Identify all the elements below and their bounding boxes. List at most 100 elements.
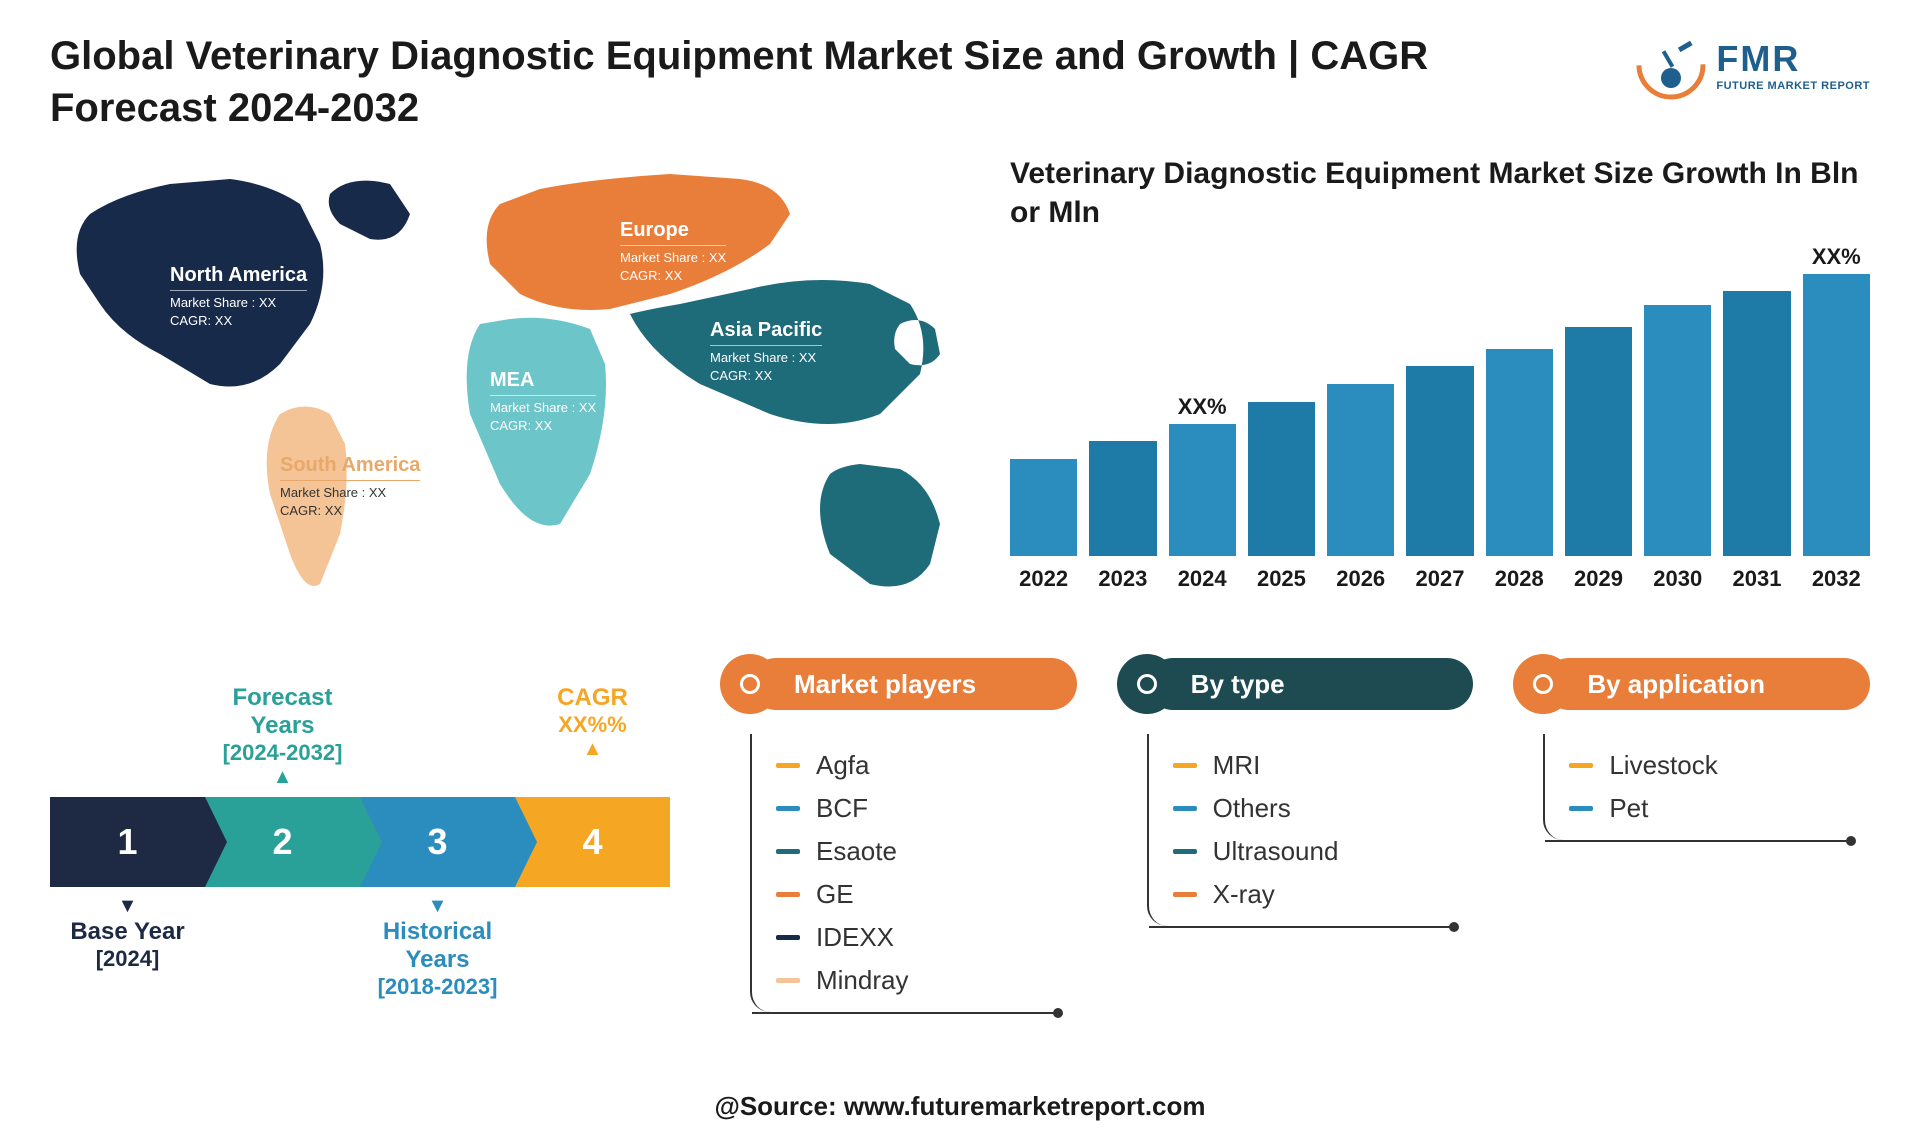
category-item-label: MRI <box>1213 750 1261 781</box>
category-item: Ultrasound <box>1173 830 1474 873</box>
label-sa: South America Market Share : XX CAGR: XX <box>280 454 420 520</box>
bar-year-label: 2023 <box>1098 566 1147 592</box>
bar-year-label: 2029 <box>1574 566 1623 592</box>
chart-title: Veterinary Diagnostic Equipment Market S… <box>1010 154 1870 232</box>
category-item: BCF <box>776 787 1077 830</box>
bar <box>1644 305 1711 556</box>
timeline-labels-top: Forecast Years[2024-2032]▲ CAGRXX%%▲ <box>50 684 670 789</box>
category-item-label: Others <box>1213 793 1291 824</box>
bar-year-label: 2026 <box>1336 566 1385 592</box>
bar-year-label: 2028 <box>1495 566 1544 592</box>
category-item: Esaote <box>776 830 1077 873</box>
category-item-label: BCF <box>816 793 868 824</box>
category-item-label: Livestock <box>1609 750 1717 781</box>
bar-item: 2026 <box>1327 384 1394 592</box>
timeline-segment: 1 <box>50 797 205 887</box>
category-item: Agfa <box>776 744 1077 787</box>
timeline-segment: 3 <box>360 797 515 887</box>
category-item-label: Mindray <box>816 965 908 996</box>
category-item: IDEXX <box>776 916 1077 959</box>
label-ap: Asia Pacific Market Share : XX CAGR: XX <box>710 319 822 385</box>
bar-year-label: 2031 <box>1733 566 1782 592</box>
category-header: By application <box>1513 654 1870 714</box>
category-column: Market players Agfa BCF Esaote GEIDEXX Mindra… <box>720 654 1077 1012</box>
bullet-icon <box>776 892 800 897</box>
bar <box>1565 327 1632 556</box>
category-item: Livestock <box>1569 744 1870 787</box>
category-item-label: Esaote <box>816 836 897 867</box>
bullet-icon <box>776 935 800 940</box>
category-item: Pet <box>1569 787 1870 830</box>
category-item-label: Pet <box>1609 793 1648 824</box>
category-item: GE <box>776 873 1077 916</box>
bar-year-label: 2025 <box>1257 566 1306 592</box>
category-item-label: Agfa <box>816 750 870 781</box>
category-item: X-ray <box>1173 873 1474 916</box>
timeline-label: Forecast Years[2024-2032]▲ <box>205 684 360 789</box>
bar <box>1010 459 1077 556</box>
bar-item: 2024XX% <box>1169 424 1236 592</box>
category-title: By type <box>1147 658 1474 710</box>
bar <box>1723 291 1790 556</box>
category-item: MRI <box>1173 744 1474 787</box>
bar-chart: 202220232024XX%2025202620272028202920302… <box>1010 252 1870 592</box>
bar-item: 2027 <box>1406 366 1473 592</box>
timeline-bar: 1234 <box>50 797 670 887</box>
bar-year-label: 2032 <box>1812 566 1861 592</box>
bullet-icon <box>1569 806 1593 811</box>
timeline-label: ▼Historical Years[2018-2023] <box>360 895 515 1000</box>
bar-item: 2031 <box>1723 291 1790 592</box>
bullet-icon <box>776 763 800 768</box>
bullet-icon <box>1173 849 1197 854</box>
logo-icon <box>1636 30 1706 100</box>
header: Global Veterinary Diagnostic Equipment M… <box>50 30 1870 134</box>
bar-item: 2029 <box>1565 327 1632 592</box>
bar-year-label: 2022 <box>1019 566 1068 592</box>
timeline-segment: 4 <box>515 797 670 887</box>
category-column: By application Livestock Pet <box>1513 654 1870 1012</box>
bullet-icon <box>776 978 800 983</box>
label-mea: MEA Market Share : XX CAGR: XX <box>490 369 596 435</box>
timeline: Forecast Years[2024-2032]▲ CAGRXX%%▲ 1234… <box>50 654 670 1012</box>
category-list: Agfa BCF Esaote GEIDEXX Mindray <box>750 734 1077 1012</box>
top-row: North America Market Share : XX CAGR: XX… <box>50 154 1870 614</box>
bar-item: 2025 <box>1248 402 1315 592</box>
bar-item: 2022 <box>1010 459 1077 592</box>
bar <box>1803 274 1870 556</box>
bottom-row: Forecast Years[2024-2032]▲ CAGRXX%%▲ 1234… <box>50 654 1870 1012</box>
page-title: Global Veterinary Diagnostic Equipment M… <box>50 30 1450 134</box>
timeline-label: CAGRXX%%▲ <box>515 684 670 789</box>
bullet-icon <box>776 806 800 811</box>
bar-item: 2032XX% <box>1803 274 1870 592</box>
category-circle-icon <box>1117 654 1177 714</box>
bullet-icon <box>1173 892 1197 897</box>
bar-item: 2028 <box>1486 349 1553 592</box>
bar-year-label: 2024 <box>1178 566 1227 592</box>
bar <box>1089 441 1156 556</box>
bar <box>1327 384 1394 556</box>
bar-item: 2030 <box>1644 305 1711 592</box>
label-eu: Europe Market Share : XX CAGR: XX <box>620 219 726 285</box>
bar-annotation: XX% <box>1812 244 1861 270</box>
category-title: By application <box>1543 658 1870 710</box>
bar-item: 2023 <box>1089 441 1156 592</box>
bar <box>1248 402 1315 556</box>
bar <box>1406 366 1473 556</box>
bar-year-label: 2030 <box>1653 566 1702 592</box>
bar <box>1169 424 1236 556</box>
timeline-labels-bottom: ▼Base Year[2024] ▼Historical Years[2018-2… <box>50 895 670 1000</box>
category-item-label: Ultrasound <box>1213 836 1339 867</box>
category-circle-icon <box>720 654 780 714</box>
source-attribution: @Source: www.futuremarketreport.com <box>714 1091 1205 1122</box>
bar-annotation: XX% <box>1178 394 1227 420</box>
category-circle-icon <box>1513 654 1573 714</box>
category-title: Market players <box>750 658 1077 710</box>
logo-sub: FUTURE MARKET REPORT <box>1716 80 1870 92</box>
bullet-icon <box>776 849 800 854</box>
bar-year-label: 2027 <box>1415 566 1464 592</box>
category-section: Market players Agfa BCF Esaote GEIDEXX Mindra… <box>720 654 1870 1012</box>
category-list: Livestock Pet <box>1543 734 1870 840</box>
label-na: North America Market Share : XX CAGR: XX <box>170 264 307 330</box>
timeline-label: ▼Base Year[2024] <box>50 895 205 1000</box>
category-list: MRI Others Ultrasound X-ray <box>1147 734 1474 926</box>
